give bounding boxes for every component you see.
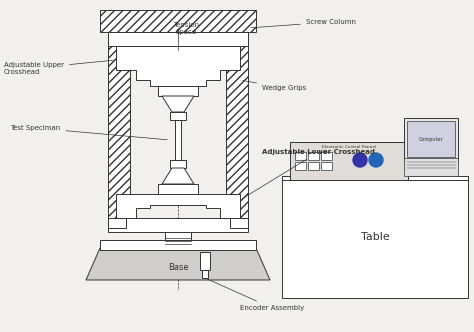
Bar — [295, 152, 306, 160]
Text: Tension
Space: Tension Space — [173, 22, 199, 35]
Bar — [170, 160, 186, 168]
Polygon shape — [162, 96, 194, 112]
Bar — [202, 270, 208, 278]
Text: Electronic Control Pannel: Electronic Control Pannel — [322, 145, 376, 149]
Bar — [418, 167, 440, 171]
Text: Wedge Grips: Wedge Grips — [243, 80, 306, 91]
Circle shape — [369, 153, 383, 167]
Bar — [200, 252, 210, 270]
Bar — [321, 152, 332, 160]
Bar — [282, 178, 468, 298]
Bar — [404, 158, 458, 176]
Bar — [100, 10, 256, 32]
Text: Encoder Assembly: Encoder Assembly — [208, 279, 304, 311]
Bar — [158, 86, 198, 96]
Bar — [170, 112, 186, 120]
Bar — [282, 176, 468, 180]
Polygon shape — [116, 46, 240, 86]
Bar — [108, 218, 126, 228]
Text: Screw Column: Screw Column — [251, 19, 356, 28]
Bar — [100, 240, 256, 250]
Bar — [407, 121, 455, 157]
Bar — [158, 184, 198, 194]
Text: Computer: Computer — [419, 136, 443, 141]
Circle shape — [353, 153, 367, 167]
Bar — [226, 10, 248, 220]
Text: Table: Table — [361, 232, 389, 242]
Bar — [425, 162, 433, 167]
Bar — [308, 152, 319, 160]
Bar — [108, 218, 248, 232]
Bar — [165, 232, 191, 240]
Text: Test Speciman: Test Speciman — [10, 125, 167, 140]
Polygon shape — [116, 194, 240, 218]
Bar — [308, 162, 319, 170]
Bar — [108, 10, 130, 220]
Text: Adjustable Lower Crosshead: Adjustable Lower Crosshead — [242, 149, 375, 199]
Bar — [290, 142, 408, 180]
Bar — [295, 162, 306, 170]
Text: Base: Base — [168, 263, 188, 272]
Bar — [108, 32, 248, 46]
Polygon shape — [162, 168, 194, 184]
Bar — [175, 120, 181, 160]
Text: Adjustable Upper
Crosshead: Adjustable Upper Crosshead — [4, 60, 113, 74]
Bar — [404, 118, 458, 162]
Bar — [230, 218, 248, 228]
Bar — [321, 162, 332, 170]
Polygon shape — [86, 248, 270, 280]
